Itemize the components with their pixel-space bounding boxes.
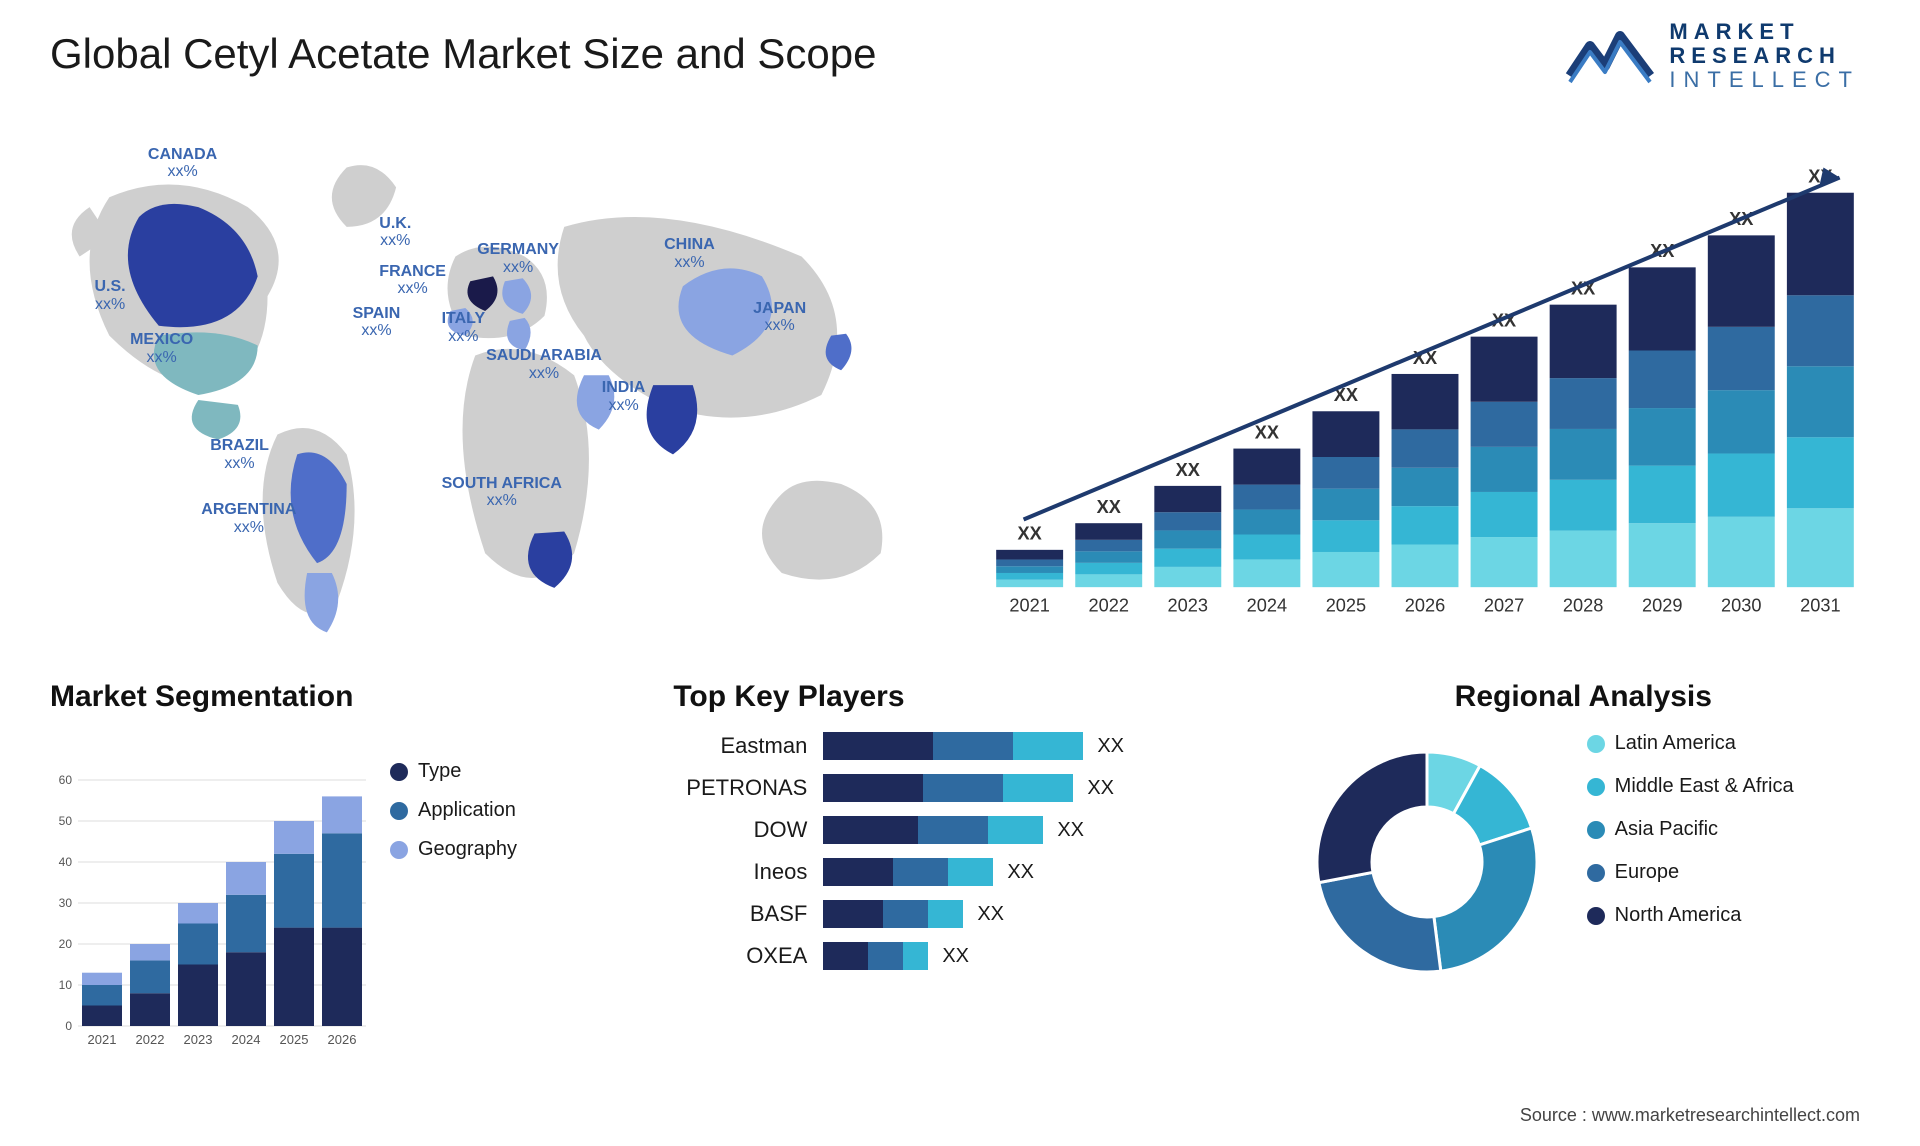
svg-text:40: 40	[59, 855, 73, 869]
map-label-saudiarabia: SAUDI ARABIAxx%	[486, 347, 602, 382]
key-player-row: BASF XX	[673, 900, 1246, 928]
svg-text:2025: 2025	[1326, 595, 1366, 615]
map-label-spain: SPAINxx%	[353, 305, 401, 340]
key-player-bar	[823, 774, 1073, 802]
key-player-bar	[823, 732, 1083, 760]
key-player-name: PETRONAS	[673, 775, 823, 801]
map-label-italy: ITALYxx%	[442, 310, 486, 345]
svg-text:2026: 2026	[328, 1032, 357, 1047]
key-player-value: XX	[1057, 819, 1084, 842]
regional-legend-item: Middle East & Africa	[1587, 775, 1794, 798]
key-player-bar	[823, 942, 928, 970]
svg-text:2025: 2025	[280, 1032, 309, 1047]
svg-text:2030: 2030	[1721, 595, 1761, 615]
map-label-india: INDIAxx%	[602, 379, 646, 414]
map-label-brazil: BRAZILxx%	[210, 437, 269, 472]
svg-text:2029: 2029	[1642, 595, 1682, 615]
segmentation-panel: Market Segmentation 0 10 20 30 40 50 60 2021 202…	[50, 680, 623, 1060]
svg-text:2024: 2024	[232, 1032, 261, 1047]
key-player-value: XX	[1097, 735, 1124, 758]
key-player-bar	[823, 816, 1043, 844]
key-players-panel: Top Key Players Eastman XX PETRONAS XX DOW XX…	[673, 680, 1246, 1060]
map-label-uk: U.K.xx%	[379, 215, 411, 250]
key-players-bars: EastmanXXPETRONASXXDOWXXIneosXXBASFXXOXE…	[673, 732, 1246, 970]
regional-legend-item: North America	[1587, 904, 1794, 927]
key-player-row: Eastman XX	[673, 732, 1246, 760]
source-attribution: Source : www.marketresearchintellect.com	[1520, 1105, 1860, 1126]
svg-text:10: 10	[59, 978, 73, 992]
svg-text:2022: 2022	[136, 1032, 165, 1047]
svg-text:XX: XX	[1018, 524, 1042, 544]
page-title: Global Cetyl Acetate Market Size and Sco…	[50, 30, 876, 78]
segmentation-title: Market Segmentation	[50, 680, 623, 714]
segmentation-chart: 0 10 20 30 40 50 60 2021 2022 2023 2024 2025 2026	[50, 770, 370, 1050]
map-label-us: U.S.xx%	[95, 278, 126, 313]
key-player-name: OXEA	[673, 943, 823, 969]
segmentation-legend-item: Application	[390, 799, 517, 822]
logo-line3: INTELLECT	[1669, 68, 1860, 92]
key-player-bar	[823, 900, 963, 928]
regional-legend-item: Latin America	[1587, 732, 1794, 755]
svg-text:2023: 2023	[184, 1032, 213, 1047]
key-player-value: XX	[942, 945, 969, 968]
key-player-value: XX	[977, 903, 1004, 926]
key-player-row: PETRONAS XX	[673, 774, 1246, 802]
svg-text:2028: 2028	[1563, 595, 1603, 615]
key-player-row: OXEA XX	[673, 942, 1246, 970]
svg-text:60: 60	[59, 773, 73, 787]
key-player-name: Eastman	[673, 733, 823, 759]
map-label-canada: CANADAxx%	[148, 146, 217, 181]
regional-panel: Regional Analysis Latin America Middle Ea…	[1297, 680, 1870, 1060]
key-player-name: BASF	[673, 901, 823, 927]
key-player-name: DOW	[673, 817, 823, 843]
svg-text:XX: XX	[1097, 497, 1121, 517]
svg-text:2021: 2021	[88, 1032, 117, 1047]
key-player-name: Ineos	[673, 859, 823, 885]
map-label-argentina: ARGENTINAxx%	[201, 501, 296, 536]
svg-text:2024: 2024	[1247, 595, 1287, 615]
svg-text:20: 20	[59, 937, 73, 951]
svg-text:0: 0	[65, 1019, 72, 1033]
key-players-title: Top Key Players	[673, 680, 1246, 714]
key-player-bar	[823, 858, 993, 886]
segmentation-legend-item: Geography	[390, 838, 517, 861]
svg-text:XX: XX	[1176, 460, 1200, 480]
growth-chart: XX2021XX2022XX2023XX2024XX2025XX2026XX20…	[980, 130, 1870, 660]
key-player-row: Ineos XX	[673, 858, 1246, 886]
logo-line1: MARKET	[1669, 20, 1860, 44]
segmentation-legend: Type Application Geography	[390, 760, 517, 877]
svg-text:2027: 2027	[1484, 595, 1524, 615]
map-label-southafrica: SOUTH AFRICAxx%	[442, 475, 562, 510]
logo-mark-icon	[1565, 21, 1655, 91]
svg-text:2031: 2031	[1800, 595, 1840, 615]
regional-donut	[1297, 732, 1557, 992]
map-label-china: CHINAxx%	[664, 236, 715, 271]
regional-title: Regional Analysis	[1297, 680, 1870, 714]
svg-text:50: 50	[59, 814, 73, 828]
regional-legend-item: Asia Pacific	[1587, 818, 1794, 841]
svg-text:2026: 2026	[1405, 595, 1445, 615]
world-map-svg	[50, 130, 940, 660]
svg-text:2023: 2023	[1168, 595, 1208, 615]
map-label-mexico: MEXICOxx%	[130, 331, 193, 366]
svg-text:2022: 2022	[1088, 595, 1128, 615]
key-player-value: XX	[1007, 861, 1034, 884]
svg-text:2021: 2021	[1009, 595, 1049, 615]
map-label-france: FRANCExx%	[379, 263, 446, 298]
logo-line2: RESEARCH	[1669, 44, 1860, 68]
brand-logo: MARKET RESEARCH INTELLECT	[1565, 20, 1860, 93]
regional-legend: Latin America Middle East & Africa Asia Pa…	[1587, 732, 1794, 992]
svg-text:XX: XX	[1255, 422, 1279, 442]
key-player-value: XX	[1087, 777, 1114, 800]
map-label-japan: JAPANxx%	[753, 300, 806, 335]
map-label-germany: GERMANYxx%	[477, 241, 559, 276]
world-map: CANADAxx% U.S.xx%MEXICOxx% BRAZILxx% ARGENT…	[50, 130, 940, 660]
svg-text:30: 30	[59, 896, 73, 910]
key-player-row: DOW XX	[673, 816, 1246, 844]
regional-legend-item: Europe	[1587, 861, 1794, 884]
segmentation-legend-item: Type	[390, 760, 517, 783]
